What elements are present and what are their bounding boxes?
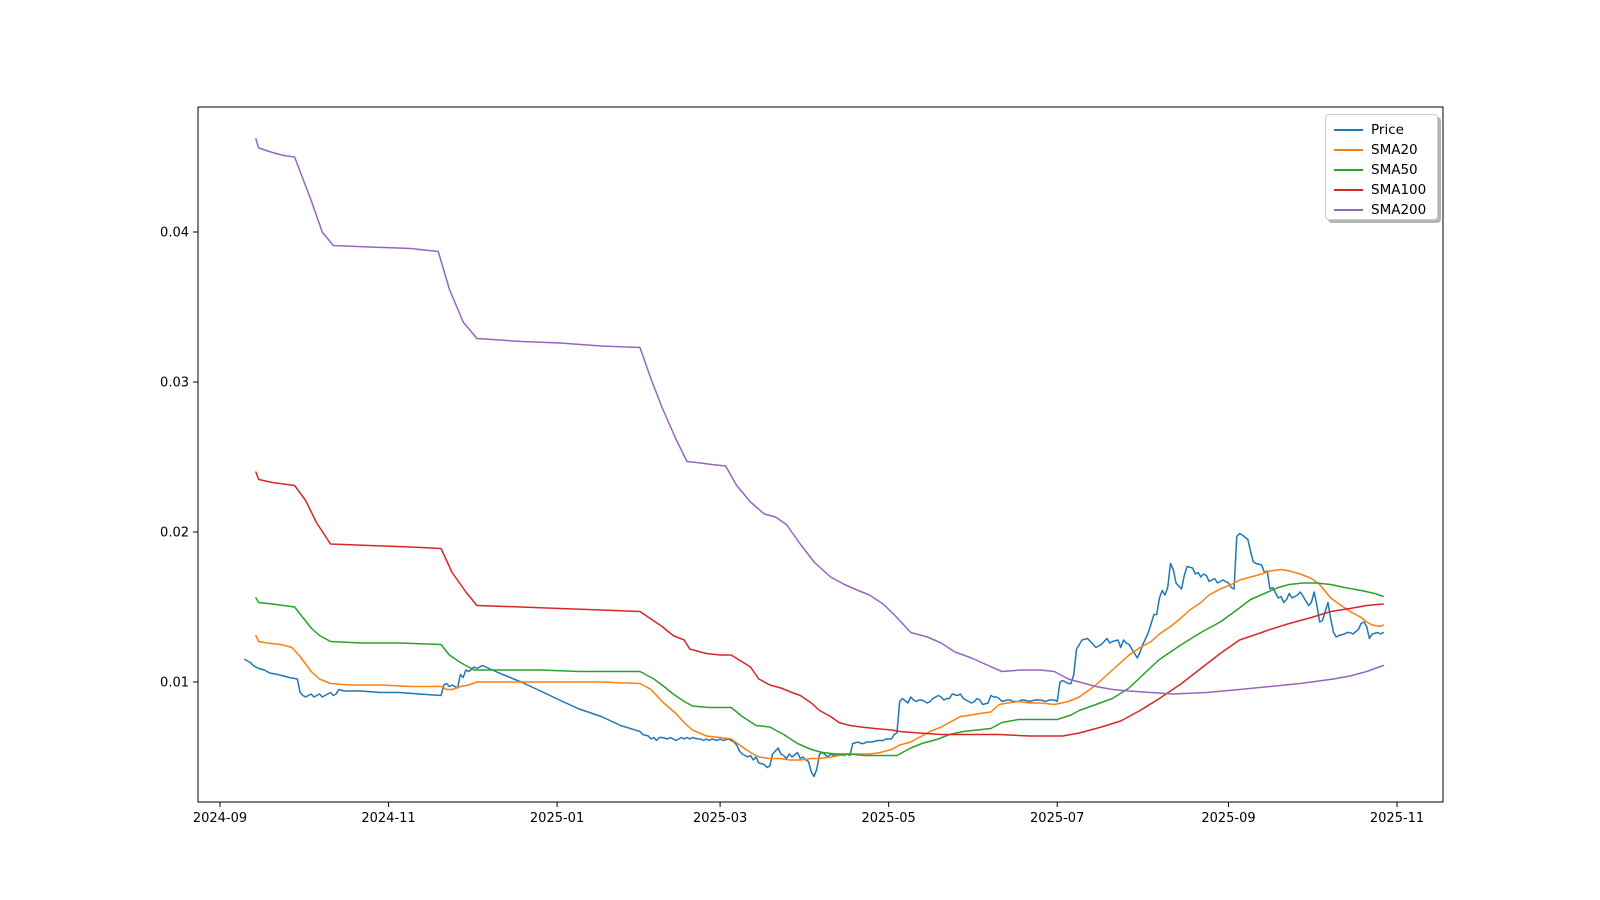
series-line-sma20 <box>255 568 1384 761</box>
y-tick-label: 0.02 <box>160 525 189 540</box>
legend-label: SMA50 <box>1371 162 1418 178</box>
series-line-sma200 <box>255 138 1384 695</box>
series-line-sma100 <box>255 471 1384 737</box>
y-tick-label: 0.03 <box>160 375 189 390</box>
axes-layer: 2024-09 2024-11 2025-01 2025-03 2025-05 2025-… <box>160 106 1444 826</box>
legend-item-sma20: SMA20 <box>1334 140 1428 160</box>
legend-line-swatch <box>1334 169 1363 171</box>
x-tick-label: 2025-01 <box>530 811 584 826</box>
legend-item-sma100: SMA100 <box>1334 180 1428 200</box>
legend-line-swatch <box>1334 129 1363 131</box>
legend-item-sma50: SMA50 <box>1334 160 1428 180</box>
legend-label: SMA20 <box>1371 142 1418 158</box>
plot-frame <box>197 106 1444 803</box>
y-tick-label: 0.04 <box>160 225 189 240</box>
series-line-sma50 <box>255 582 1384 757</box>
y-tick-label: 0.01 <box>160 675 189 690</box>
x-tick-label: 2025-05 <box>861 811 915 826</box>
x-tick-label: 2025-11 <box>1370 811 1424 826</box>
legend-item-sma200: SMA200 <box>1334 200 1428 220</box>
legend: Price SMA20 SMA50 SMA100 SMA200 <box>1325 114 1438 220</box>
series-line-price <box>244 532 1384 778</box>
x-tick-label: 2024-09 <box>193 811 247 826</box>
legend-label: SMA100 <box>1371 182 1427 198</box>
series-layer <box>244 138 1384 778</box>
legend-label: SMA200 <box>1371 202 1427 218</box>
legend-label: Price <box>1371 122 1404 138</box>
x-tick-label: 2024-11 <box>361 811 415 826</box>
legend-line-swatch <box>1334 209 1363 211</box>
legend-line-swatch <box>1334 189 1363 191</box>
x-tick-label: 2025-07 <box>1030 811 1084 826</box>
x-tick-label: 2025-09 <box>1201 811 1255 826</box>
x-tick-label: 2025-03 <box>693 811 747 826</box>
legend-item-price: Price <box>1334 120 1428 140</box>
legend-line-swatch <box>1334 149 1363 151</box>
